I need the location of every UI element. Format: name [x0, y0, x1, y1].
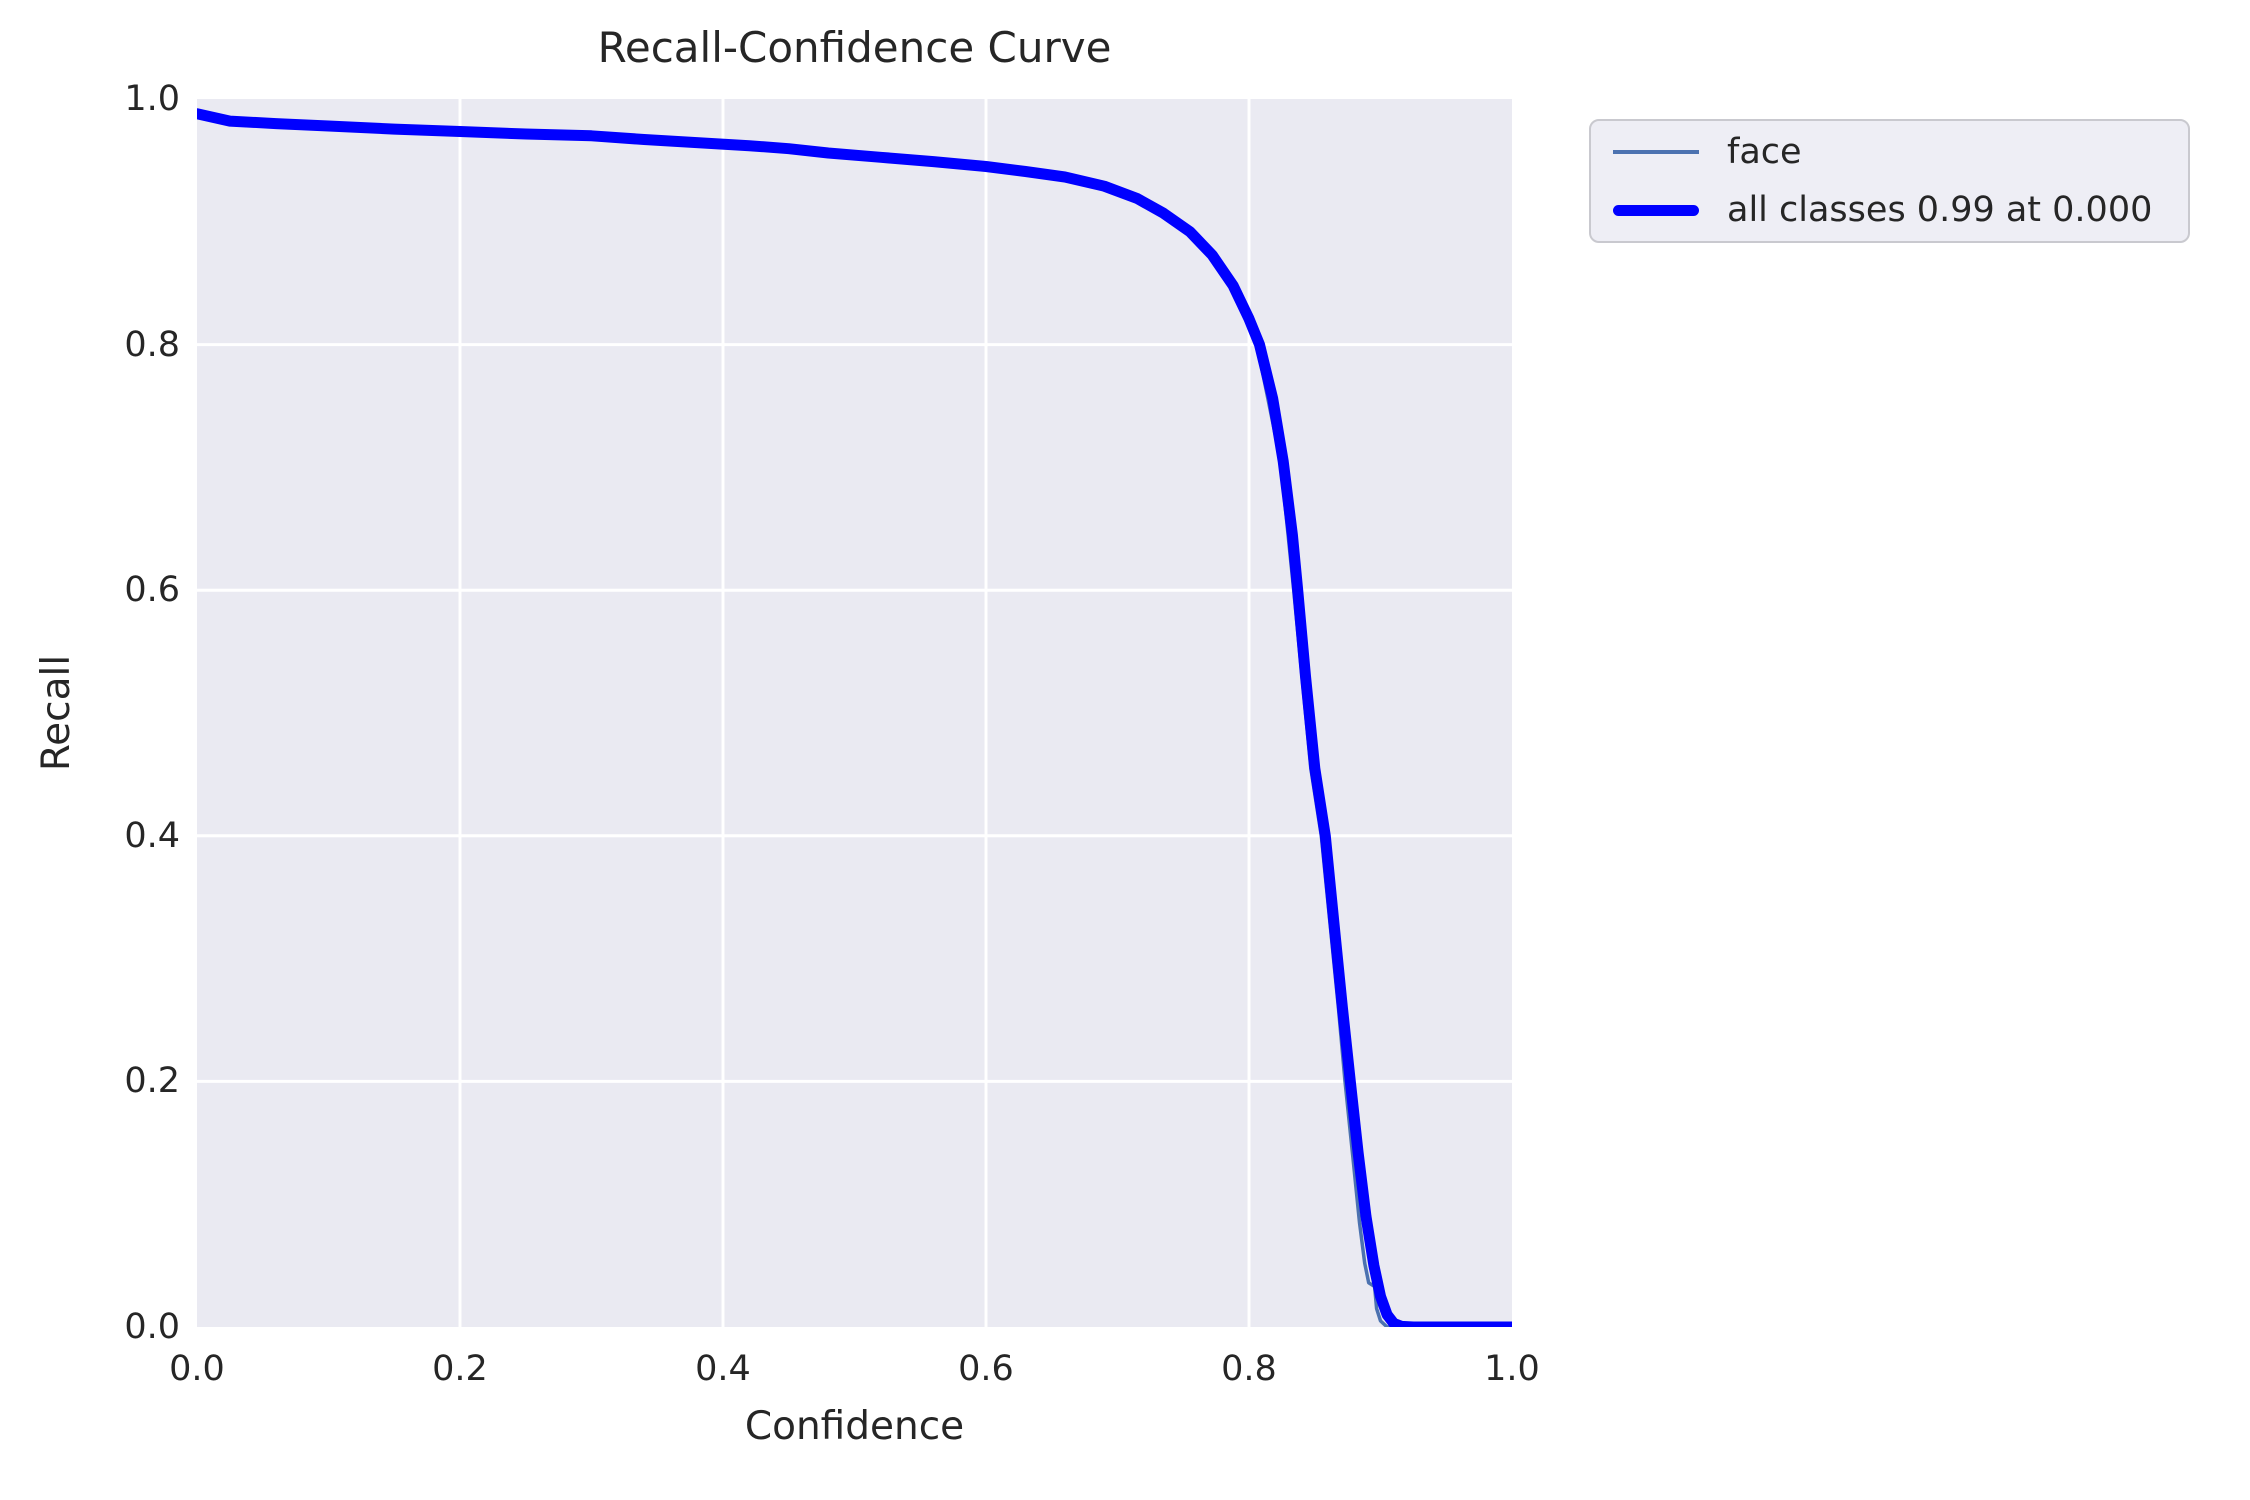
y-tick-label: 0.4: [124, 816, 180, 856]
plot-svg: [197, 99, 1512, 1327]
face-line-swatch-stroke: [1613, 150, 1699, 154]
y-tick-label: 0.2: [124, 1061, 180, 1101]
x-tick-label: 0.4: [695, 1349, 751, 1389]
all-classes-line-swatch: [1613, 204, 1699, 216]
legend-item-face: face: [1613, 130, 2170, 174]
legend-item-all-classes: all classes 0.99 at 0.000: [1613, 188, 2170, 232]
plot-area: [197, 99, 1512, 1327]
legend-box: face all classes 0.99 at 0.000: [1589, 119, 2190, 243]
x-tick-label: 0.2: [432, 1349, 488, 1389]
y-tick-label: 1.0: [124, 79, 180, 119]
legend-label-face: face: [1727, 132, 1802, 172]
y-tick-label: 0.6: [124, 570, 180, 610]
curve-all-classes: [197, 108, 1512, 1327]
x-tick-label: 1.0: [1484, 1349, 1540, 1389]
chart-title: Recall-Confidence Curve: [597, 23, 1112, 72]
legend-label-all-classes: all classes 0.99 at 0.000: [1727, 190, 2153, 230]
y-tick-label: 0.0: [124, 1307, 180, 1347]
x-axis-label: Confidence: [744, 1404, 965, 1449]
y-tick-label: 0.8: [124, 325, 180, 365]
x-tick-label: 0.6: [958, 1349, 1014, 1389]
y-axis-label: Recall: [34, 654, 79, 772]
face-line-swatch: [1613, 150, 1699, 154]
all-classes-line-swatch-stroke: [1613, 204, 1699, 216]
x-tick-label: 0.0: [169, 1349, 225, 1389]
x-tick-label: 0.8: [1221, 1349, 1277, 1389]
